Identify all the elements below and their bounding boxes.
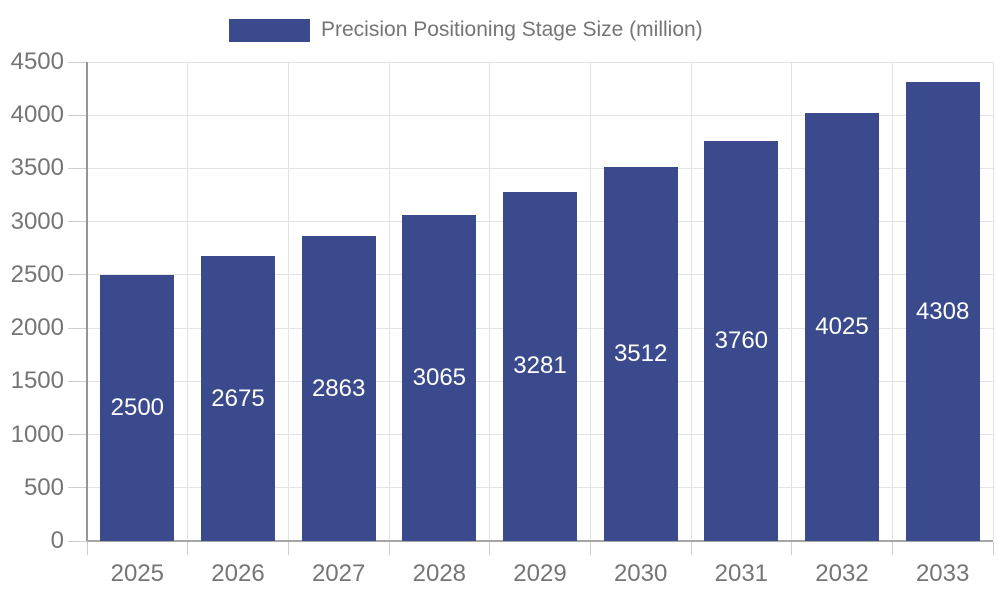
bar[interactable] bbox=[301, 236, 376, 541]
y-axis-tick bbox=[68, 540, 87, 542]
bar-value-label: 3065 bbox=[412, 363, 467, 391]
x-axis-tick-label: 2027 bbox=[311, 560, 366, 587]
x-axis-tick bbox=[690, 542, 692, 555]
y-axis-line bbox=[86, 62, 88, 541]
bar[interactable] bbox=[805, 112, 879, 541]
y-axis-tick bbox=[68, 274, 87, 276]
x-gridline bbox=[992, 62, 994, 541]
x-axis-tick-label: 2031 bbox=[714, 560, 769, 587]
x-axis-tick bbox=[287, 542, 289, 555]
y-gridline bbox=[87, 61, 993, 63]
x-gridline bbox=[388, 62, 390, 541]
x-axis-tick-label: 2030 bbox=[613, 560, 668, 587]
x-axis-tick-label: 2026 bbox=[211, 560, 265, 587]
y-axis-tick-label: 3500 bbox=[10, 154, 64, 182]
legend-swatch bbox=[229, 18, 310, 42]
x-gridline bbox=[489, 62, 491, 541]
x-axis-tick bbox=[589, 542, 591, 555]
y-axis-tick bbox=[68, 327, 87, 329]
x-gridline bbox=[187, 62, 189, 541]
bar-value-label: 3281 bbox=[513, 352, 567, 380]
bar[interactable] bbox=[402, 214, 477, 541]
x-axis-line bbox=[87, 540, 993, 542]
y-axis-tick bbox=[68, 487, 87, 489]
x-axis-tick-label: 2028 bbox=[412, 560, 467, 587]
y-axis-tick bbox=[68, 434, 87, 436]
y-axis-tick bbox=[68, 61, 87, 63]
bar[interactable] bbox=[503, 191, 577, 541]
bar-value-label: 3512 bbox=[613, 340, 668, 368]
x-axis-tick bbox=[891, 542, 893, 555]
y-axis-tick-label: 500 bbox=[23, 473, 64, 501]
y-axis-tick-label: 2000 bbox=[10, 314, 64, 342]
x-gridline bbox=[791, 62, 793, 541]
y-axis-tick-label: 0 bbox=[50, 527, 64, 554]
bar[interactable] bbox=[201, 256, 275, 541]
y-gridline bbox=[87, 167, 993, 169]
bar[interactable] bbox=[704, 140, 779, 541]
x-axis-tick bbox=[791, 542, 793, 555]
x-gridline bbox=[891, 62, 893, 541]
y-axis-tick-label: 1500 bbox=[10, 367, 64, 395]
y-axis-tick-label: 3000 bbox=[10, 207, 64, 235]
bar-value-label: 2500 bbox=[110, 393, 165, 421]
x-axis-tick bbox=[489, 542, 491, 555]
x-axis-tick bbox=[388, 542, 390, 555]
y-axis-tick-label: 4500 bbox=[10, 48, 64, 75]
x-axis-tick-label: 2033 bbox=[915, 560, 970, 587]
bar-value-label: 2863 bbox=[311, 374, 366, 402]
y-axis-tick bbox=[68, 380, 87, 382]
legend[interactable]: Precision Positioning Stage Size (millio… bbox=[229, 18, 703, 42]
x-axis-tick bbox=[187, 542, 189, 555]
x-axis-tick bbox=[86, 542, 88, 555]
x-gridline bbox=[589, 62, 591, 541]
y-axis-tick-label: 1000 bbox=[10, 420, 64, 448]
bar-value-label: 4025 bbox=[815, 312, 869, 340]
bar[interactable] bbox=[905, 82, 980, 541]
y-gridline bbox=[87, 114, 993, 116]
y-axis-tick bbox=[68, 114, 87, 116]
y-axis-tick bbox=[68, 167, 87, 169]
bar-value-label: 2675 bbox=[211, 384, 265, 412]
bar[interactable] bbox=[100, 274, 175, 541]
bar-value-label: 4308 bbox=[915, 297, 970, 325]
x-axis-tick-label: 2029 bbox=[513, 560, 567, 587]
legend-label: Precision Positioning Stage Size (millio… bbox=[321, 18, 703, 41]
x-axis-tick bbox=[992, 542, 994, 555]
x-gridline bbox=[690, 62, 692, 541]
y-axis-tick bbox=[68, 221, 87, 223]
y-axis-tick-label: 2500 bbox=[10, 260, 64, 288]
x-gridline bbox=[287, 62, 289, 541]
x-axis-tick-label: 2025 bbox=[110, 560, 165, 587]
y-axis-tick-label: 4000 bbox=[10, 101, 64, 129]
bar-value-label: 3760 bbox=[714, 326, 769, 354]
x-axis-tick-label: 2032 bbox=[815, 560, 869, 587]
bar[interactable] bbox=[603, 167, 678, 541]
